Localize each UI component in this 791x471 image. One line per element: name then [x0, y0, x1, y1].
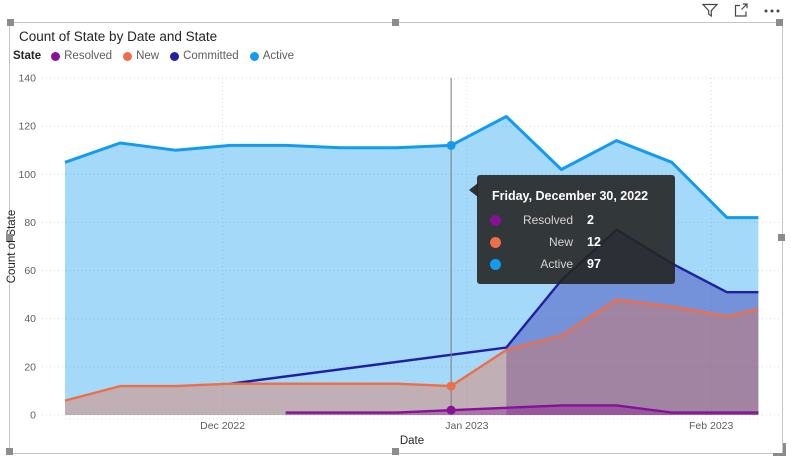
resize-handle-bottom-left[interactable]	[6, 448, 13, 455]
x-tick-label: Dec 2022	[200, 420, 245, 432]
x-tick-label: Jan 2023	[445, 420, 488, 432]
legend-item-new[interactable]: New	[123, 50, 159, 62]
resize-handle-bottom-middle[interactable]	[392, 448, 399, 455]
series-area-new[interactable]	[65, 299, 759, 416]
resolved-dot-icon	[490, 214, 501, 226]
legend-item-label: New	[136, 50, 160, 62]
new-dot-icon	[123, 51, 133, 61]
y-axis-title: Count of State	[6, 210, 18, 284]
active-dot-icon	[490, 258, 501, 270]
ruler-marker-active	[446, 140, 456, 150]
legend-item-label: Committed	[183, 50, 239, 62]
tooltip-arrow-icon	[469, 183, 478, 197]
tooltip-series-value: 97	[587, 257, 601, 271]
legend-item-resolved[interactable]: Resolved	[51, 50, 112, 62]
tooltip-series-label: Resolved	[522, 213, 573, 227]
legend-item-label: Active	[262, 50, 295, 62]
series-line-new[interactable]	[64, 298, 759, 402]
active-dot-icon	[249, 51, 259, 61]
resize-handle-left-middle[interactable]	[6, 234, 13, 241]
focus-mode-icon[interactable]	[732, 1, 750, 19]
tooltip-date-title: Friday, December 30, 2022	[492, 189, 649, 203]
ruler-marker-resolved	[446, 405, 456, 415]
legend-item-committed[interactable]: Committed	[170, 50, 239, 62]
y-tick-label: 80	[24, 217, 36, 229]
ruler-marker-new	[446, 381, 456, 391]
visual-header-toolbar	[701, 1, 781, 19]
new-dot-icon	[490, 236, 501, 248]
resolved-dot-icon	[51, 51, 61, 61]
series-line-active[interactable]	[64, 115, 759, 220]
legend-item-label: Resolved	[64, 50, 113, 62]
tooltip-row-active: Active 97	[490, 257, 662, 271]
tooltip-series-label: New	[548, 235, 573, 249]
tooltip: Friday, December 30, 2022 Resolved 2 New…	[469, 175, 675, 284]
legend-title: State	[13, 50, 42, 62]
more-options-icon[interactable]	[763, 1, 781, 19]
resize-handle-top-middle[interactable]	[392, 19, 399, 26]
committed-dot-icon	[170, 51, 180, 61]
tooltip-series-value: 2	[587, 213, 594, 227]
y-tick-label: 60	[24, 265, 36, 277]
x-tick-label: Feb 2023	[689, 420, 734, 432]
resize-handle-top-right[interactable]	[776, 19, 783, 26]
resize-handle-top-left[interactable]	[7, 19, 14, 26]
tooltip-row-resolved: Resolved 2	[490, 213, 662, 227]
y-tick-label: 40	[24, 313, 36, 325]
tooltip-row-new: New 12	[490, 235, 662, 249]
y-tick-label: 140	[18, 73, 36, 85]
y-tick-label: 120	[18, 121, 36, 133]
y-tick-label: 20	[24, 361, 36, 373]
series-line-resolved[interactable]	[285, 404, 759, 414]
x-axis-title: Date	[400, 435, 424, 447]
tooltip-series-value: 12	[587, 235, 601, 249]
y-tick-label: 100	[18, 169, 36, 181]
legend: State Resolved New Committed Active	[13, 50, 305, 62]
resize-handle-right-middle[interactable]	[778, 234, 785, 241]
y-tick-label: 0	[30, 410, 36, 422]
legend-item-active[interactable]: Active	[249, 50, 295, 62]
filter-icon[interactable]	[701, 1, 719, 19]
tooltip-series-label: Active	[540, 257, 573, 271]
resize-grip-bottom-right[interactable]	[773, 443, 786, 456]
chart-title: Count of State by Date and State	[19, 29, 218, 44]
